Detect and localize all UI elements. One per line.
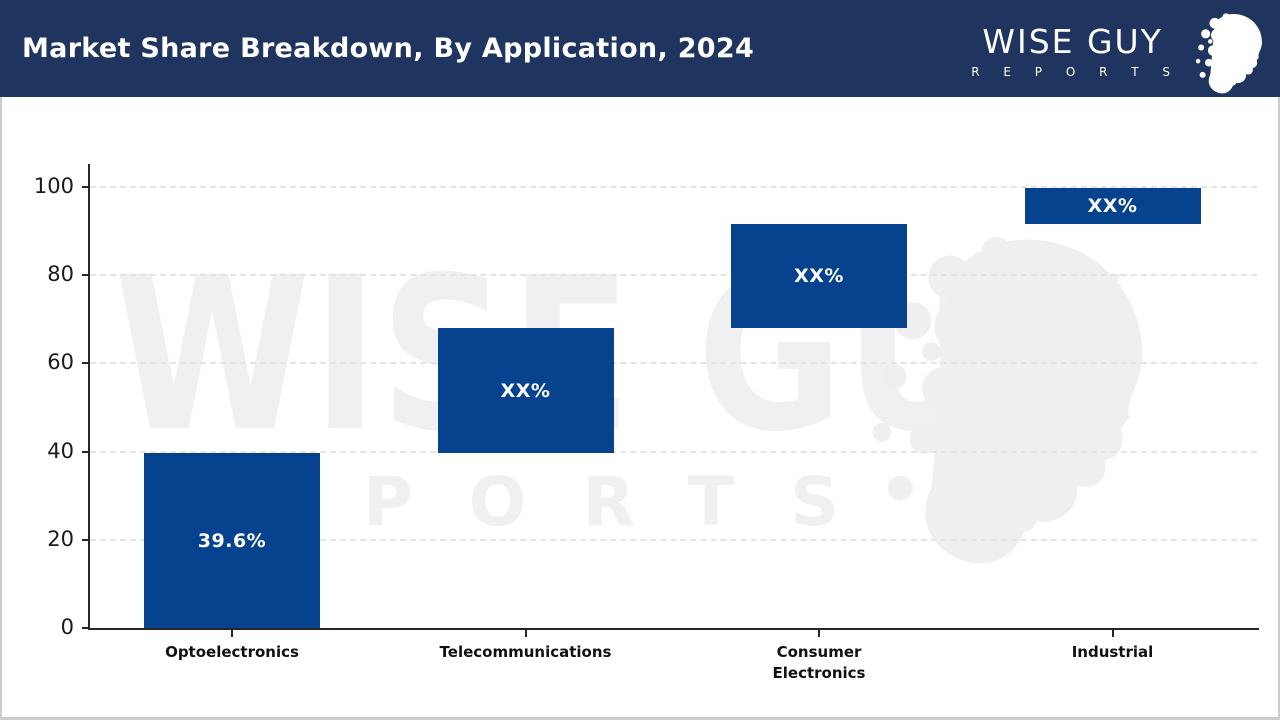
logo-text: WISE GUY R E P O R T S: [965, 22, 1180, 79]
y-axis-tick-label: 40: [47, 438, 74, 463]
x-axis-line: [88, 628, 1259, 630]
y-axis-tick: [82, 274, 89, 277]
y-axis-tick-label: 60: [47, 350, 74, 375]
bar-segment: XX%: [731, 224, 907, 329]
bar-value-label: XX%: [1087, 195, 1138, 218]
y-axis-tick: [82, 186, 89, 188]
y-axis-tick-label: 20: [47, 526, 74, 551]
x-axis-tick-label: Industrial: [1071, 643, 1154, 661]
chart-title: Market Share Breakdown, By Application, …: [22, 33, 755, 64]
bar-segment: XX%: [437, 328, 614, 454]
gridline: [90, 450, 1257, 453]
gridline: [90, 274, 1257, 277]
y-axis-tick: [82, 450, 89, 453]
bar-segment: XX%: [1024, 188, 1201, 225]
y-axis-tick: [82, 362, 89, 365]
y-axis-tick: [82, 627, 89, 629]
x-axis-tick-label: Consumer Electronics: [772, 643, 866, 682]
bar-value-label: XX%: [500, 379, 551, 402]
y-axis-tick-label: 0: [60, 615, 74, 639]
y-axis-spine: [88, 164, 90, 630]
logo-face-icon: [1192, 8, 1268, 103]
wise-guy-reports-logo: WISE GUY R E P O R T S: [971, 6, 1268, 94]
gridline: [90, 186, 1257, 188]
x-axis-tick: [1111, 630, 1114, 637]
x-axis-tick: [524, 630, 527, 637]
bar-segment: 39.6%: [144, 453, 320, 628]
chart-plot-area: WISE GUY REPORTS 0 20 40 60 80 100 39.6% Optoel…: [2, 97, 1280, 717]
x-axis-tick: [231, 630, 233, 637]
y-axis-tick: [82, 538, 89, 541]
x-axis-tick-label: Telecommunications: [439, 643, 612, 661]
x-axis-tick: [818, 630, 820, 637]
gridline: [90, 362, 1257, 365]
y-axis-tick-label: 80: [47, 262, 74, 287]
bar-value-label: 39.6%: [197, 529, 267, 552]
logo-wordmark: WISE GUY: [982, 22, 1163, 61]
logo-subtitle: R E P O R T S: [971, 65, 1180, 79]
y-axis-tick-label: 100: [33, 174, 74, 198]
bar-value-label: XX%: [794, 265, 844, 288]
header-banner: Market Share Breakdown, By Application, …: [0, 0, 1280, 97]
gridline: [90, 538, 1257, 541]
x-axis-tick-label: Optoelectronics: [165, 643, 299, 661]
